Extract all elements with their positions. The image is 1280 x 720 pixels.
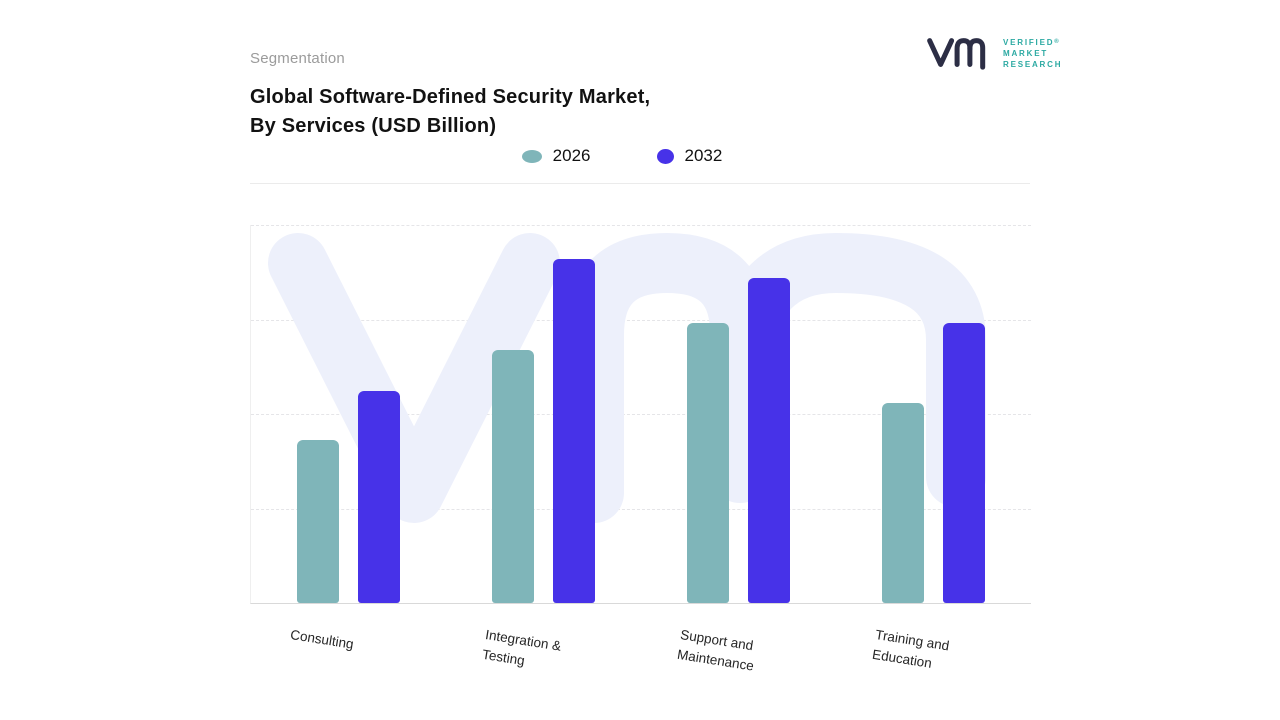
- legend-label: 2032: [684, 146, 723, 165]
- bar-2026-consulting: [297, 440, 339, 603]
- chart-title: Global Software-Defined Security Market,…: [250, 83, 650, 141]
- legend-item-2032: 2032: [656, 146, 723, 166]
- bar-2026-support-and-maintenance: [687, 323, 729, 603]
- bar-2032-support-and-maintenance: [748, 277, 790, 603]
- bar-pair-support-and-maintenance: [687, 225, 790, 603]
- brand-line-research: RESEARCH: [1003, 59, 1063, 69]
- bar-2026-integration-testing: [492, 349, 534, 603]
- bar-2032-integration-testing: [553, 259, 595, 603]
- registered-mark: ®: [1054, 38, 1059, 45]
- bar-pair-integration-testing: [492, 225, 595, 603]
- x-axis-label-integration-testing: Integration & Testing: [481, 625, 563, 677]
- bar-group-training-and-education: [836, 225, 1031, 603]
- x-label-cell-integration-testing: Integration & Testing: [445, 625, 640, 669]
- x-axis-label-support-and-maintenance: Support and Maintenance: [676, 625, 759, 677]
- header-divider: [250, 183, 1030, 184]
- gridline: [251, 225, 1031, 226]
- legend-marker-icon: [521, 149, 542, 163]
- bar-groups: [251, 225, 1031, 603]
- bar-group-integration-testing: [446, 225, 641, 603]
- bar-2032-consulting: [358, 391, 400, 603]
- legend-marker-icon: [656, 148, 674, 164]
- x-label-cell-training-and-education: Training and Education: [835, 625, 1030, 671]
- section-eyebrow: Segmentation: [250, 50, 345, 67]
- chart-title-line1: Global Software-Defined Security Market,: [250, 86, 651, 108]
- brand-wordmark: VERIFIED® MARKET RESEARCH: [1003, 37, 1062, 70]
- bar-group-consulting: [251, 225, 446, 603]
- vmr-logo-icon: [927, 38, 986, 70]
- legend-item-2026: 2026: [521, 146, 591, 166]
- plot-area: [250, 225, 1031, 604]
- bar-group-support-and-maintenance: [641, 225, 836, 603]
- x-axis-labels: Consulting Integration & Testing Support an…: [250, 625, 1030, 674]
- bar-2032-training-and-education: [943, 323, 985, 603]
- x-label-cell-consulting: Consulting: [250, 625, 445, 666]
- chart-title-line2: By Services (USD Billion): [250, 115, 497, 137]
- chart-panel: Segmentation Global Software-Defined Sec…: [250, 0, 1031, 720]
- bar-pair-training-and-education: [882, 225, 985, 603]
- x-label-cell-support-and-maintenance: Support and Maintenance: [640, 625, 835, 674]
- x-axis-label-consulting: Consulting: [289, 625, 355, 655]
- x-axis-label-training-and-education: Training and Education: [871, 625, 951, 677]
- chart-legend: 2026 2032: [232, 146, 1012, 166]
- brand-line-market: MARKET: [1003, 48, 1049, 58]
- bar-2026-training-and-education: [882, 402, 924, 603]
- legend-label: 2026: [552, 146, 591, 165]
- bar-pair-consulting: [297, 225, 400, 603]
- x-axis-label-line: Consulting: [289, 626, 355, 652]
- brand-logo: VERIFIED® MARKET RESEARCH: [926, 36, 1062, 70]
- brand-line-verified: VERIFIED: [1003, 37, 1055, 47]
